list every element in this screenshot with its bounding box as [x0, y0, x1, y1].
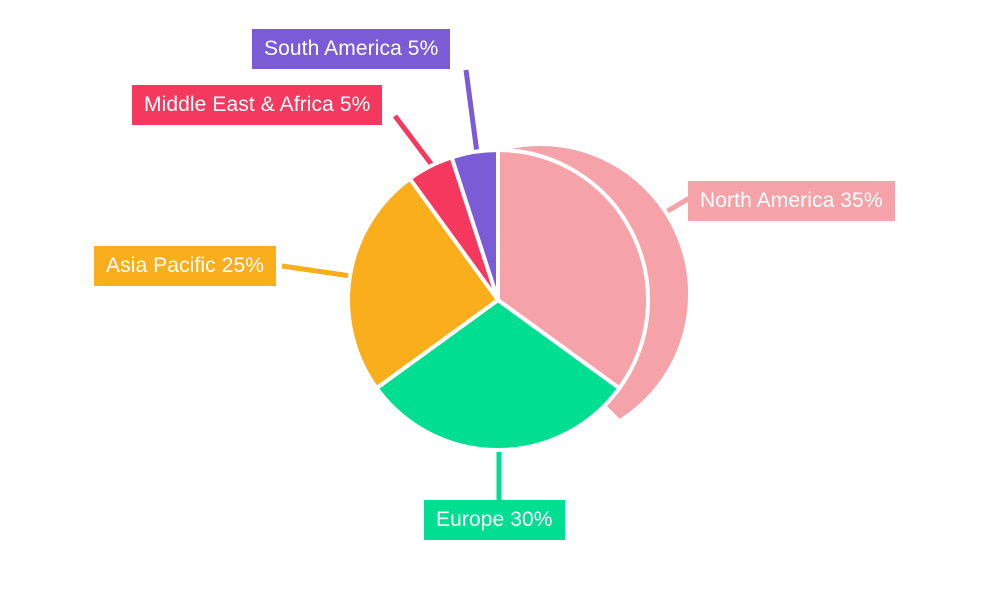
pie-label-europe-text: Europe 30%	[436, 508, 553, 531]
pie-label-asia-pacific[interactable]: Asia Pacific 25%	[94, 246, 277, 286]
pie-slices	[346, 142, 693, 452]
pie-slice-asia-pacific[interactable]	[346, 176, 500, 391]
pie-label-north-america[interactable]: North America 35%	[688, 181, 895, 221]
pie-slice-europe[interactable]	[374, 298, 622, 452]
leader-line-south-america	[463, 69, 480, 154]
pie-slice-north-america[interactable]	[496, 148, 650, 391]
pie-label-asia-pacific-text: Asia Pacific 25%	[106, 254, 265, 277]
leader-line-asia-pacific	[281, 263, 352, 279]
pie-label-middle-east-africa-text: Middle East & Africa 5%	[144, 93, 371, 116]
pie-label-south-america-text: South America 5%	[264, 37, 439, 60]
pie-label-europe[interactable]: Europe 30%	[424, 500, 565, 540]
leader-line-middle-east-africa	[393, 114, 434, 167]
pie-label-middle-east-africa[interactable]: Middle East & Africa 5%	[132, 85, 383, 125]
pie-label-south-america[interactable]: South America 5%	[252, 29, 451, 69]
pie-label-north-america-text: North America 35%	[700, 189, 883, 212]
